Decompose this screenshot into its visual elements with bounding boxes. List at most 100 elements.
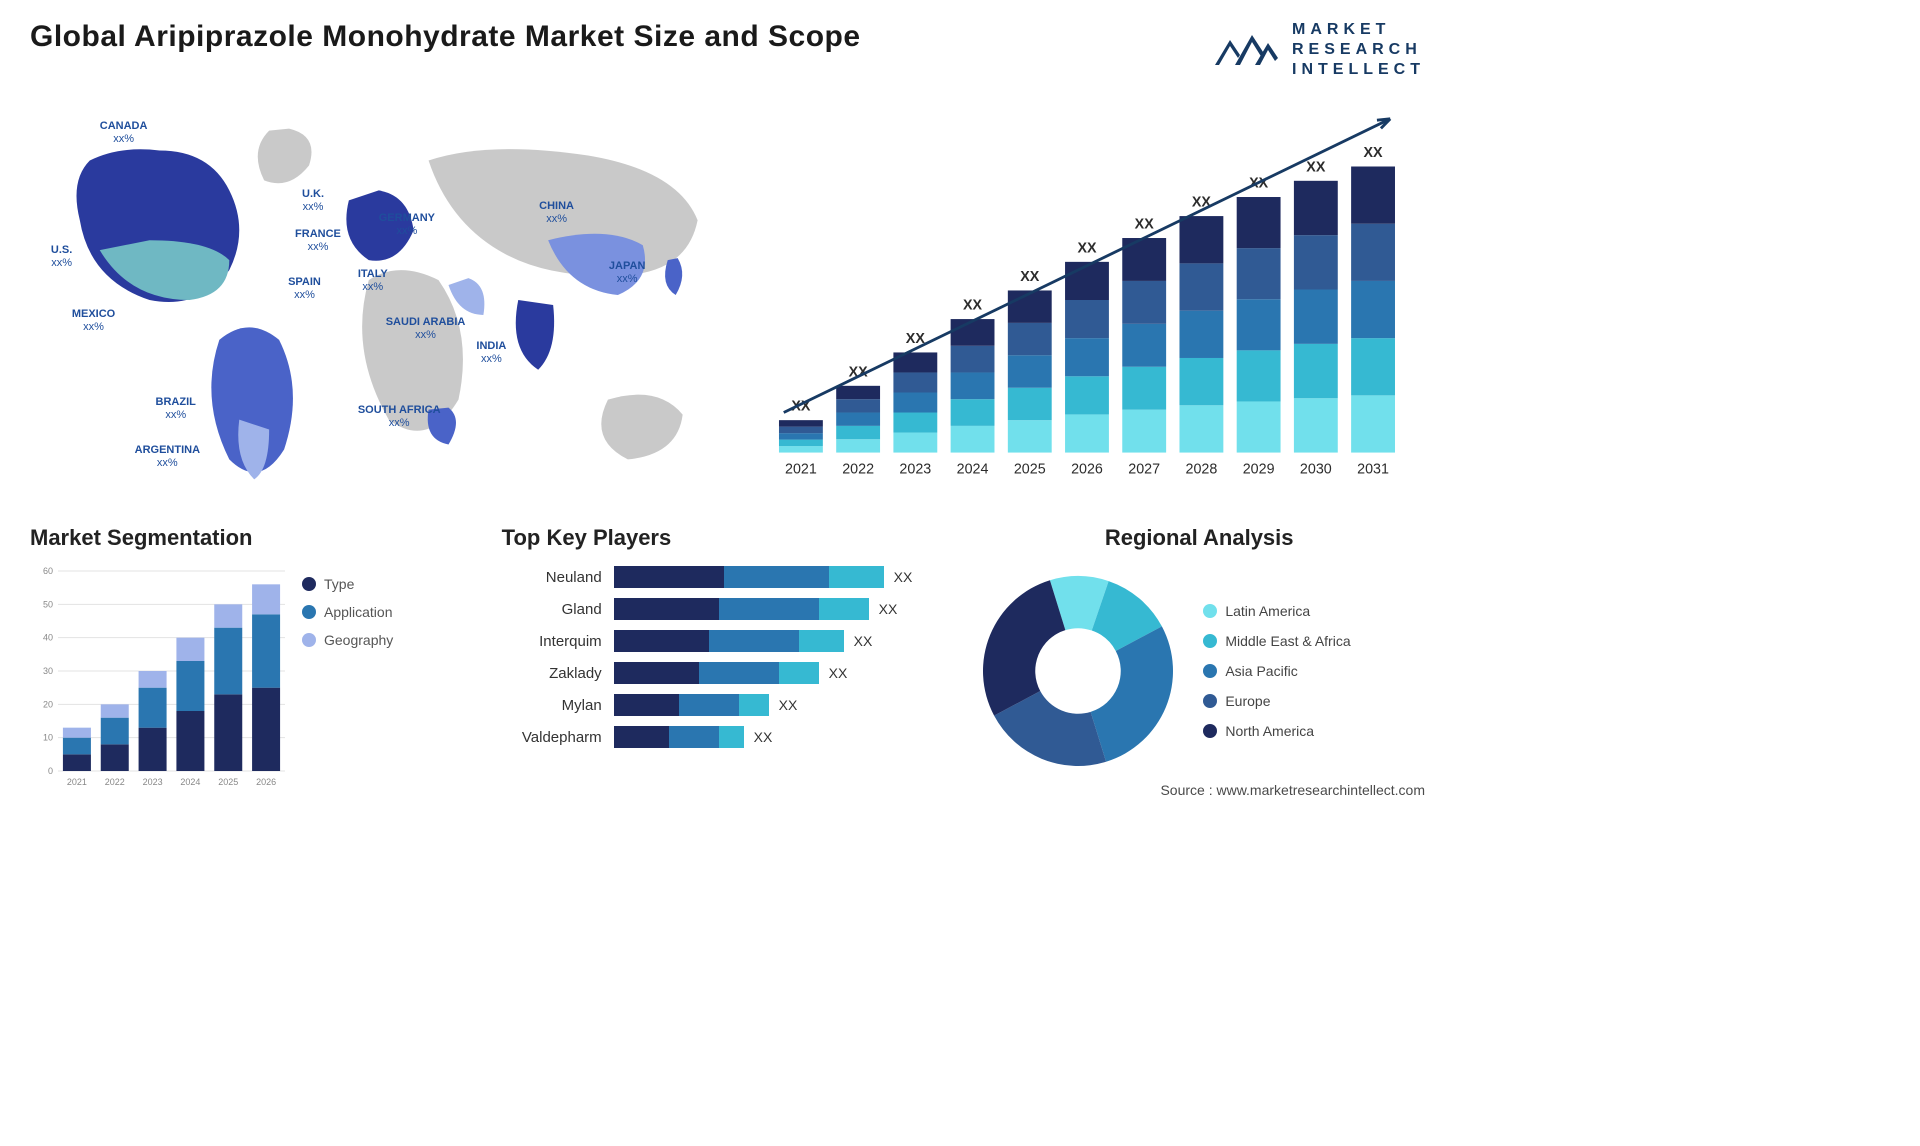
source-attribution: Source : www.marketresearchintellect.com bbox=[1160, 782, 1425, 798]
segmentation-panel: Market Segmentation 0 10 20 30 40 50 60 2021 202… bbox=[30, 525, 482, 805]
map-label-saudi-arabia: SAUDI ARABIAxx% bbox=[386, 316, 466, 342]
map-label-canada: CANADAxx% bbox=[100, 120, 148, 146]
svg-text:XX: XX bbox=[1134, 216, 1154, 232]
svg-text:2024: 2024 bbox=[956, 462, 988, 478]
player-bar bbox=[614, 566, 884, 588]
player-value: XX bbox=[854, 633, 873, 649]
player-row-neuland: Neuland XX bbox=[502, 566, 954, 588]
map-label-brazil: BRAZILxx% bbox=[156, 396, 196, 422]
svg-text:30: 30 bbox=[43, 666, 53, 676]
map-label-south-africa: SOUTH AFRICAxx% bbox=[358, 404, 441, 430]
player-value: XX bbox=[779, 697, 798, 713]
svg-text:2021: 2021 bbox=[785, 462, 817, 478]
player-name: Mylan bbox=[502, 697, 602, 714]
player-name: Interquim bbox=[502, 633, 602, 650]
player-bar bbox=[614, 694, 769, 716]
map-label-mexico: MEXICOxx% bbox=[72, 308, 115, 334]
svg-text:2022: 2022 bbox=[105, 777, 125, 787]
svg-text:2023: 2023 bbox=[143, 777, 163, 787]
seg-legend-application: Application bbox=[302, 604, 393, 620]
svg-text:2021: 2021 bbox=[67, 777, 87, 787]
map-label-italy: ITALYxx% bbox=[358, 268, 388, 294]
svg-text:2025: 2025 bbox=[218, 777, 238, 787]
players-title: Top Key Players bbox=[502, 525, 954, 551]
player-bar bbox=[614, 630, 844, 652]
map-label-u.k.: U.K.xx% bbox=[302, 188, 324, 214]
region-legend-north-america: North America bbox=[1203, 723, 1350, 739]
region-legend-europe: Europe bbox=[1203, 693, 1350, 709]
region-legend-latin-america: Latin America bbox=[1203, 603, 1350, 619]
logo-mark-icon bbox=[1210, 25, 1280, 75]
player-value: XX bbox=[879, 601, 898, 617]
region-legend-middle-east-africa: Middle East & Africa bbox=[1203, 633, 1350, 649]
logo-text-3: INTELLECT bbox=[1292, 60, 1425, 80]
seg-legend-geography: Geography bbox=[302, 632, 393, 648]
logo-text-1: MARKET bbox=[1292, 20, 1425, 40]
svg-text:2029: 2029 bbox=[1242, 462, 1274, 478]
segmentation-chart-svg: 0 10 20 30 40 50 60 2021 2022 2023 2024 2025 2026 bbox=[30, 566, 290, 796]
header: Global Aripiprazole Monohydrate Market S… bbox=[30, 20, 1425, 80]
svg-text:2031: 2031 bbox=[1357, 462, 1389, 478]
map-label-argentina: ARGENTINAxx% bbox=[135, 444, 200, 470]
player-name: Neuland bbox=[502, 569, 602, 586]
logo: MARKET RESEARCH INTELLECT bbox=[1210, 20, 1425, 80]
player-bar bbox=[614, 726, 744, 748]
svg-text:2026: 2026 bbox=[1071, 462, 1103, 478]
player-name: Valdepharm bbox=[502, 729, 602, 746]
svg-text:2030: 2030 bbox=[1299, 462, 1331, 478]
seg-legend-type: Type bbox=[302, 576, 393, 592]
player-row-gland: Gland XX bbox=[502, 598, 954, 620]
svg-text:XX: XX bbox=[1363, 145, 1383, 161]
svg-text:2028: 2028 bbox=[1185, 462, 1217, 478]
player-value: XX bbox=[894, 569, 913, 585]
player-value: XX bbox=[754, 729, 773, 745]
svg-text:2023: 2023 bbox=[899, 462, 931, 478]
map-label-india: INDIAxx% bbox=[476, 340, 506, 366]
players-list: NeulandXXGlandXXInterquimXXZakladyXXMyla… bbox=[502, 566, 954, 748]
regional-legend: Latin America Middle East & Africa Asia Pa… bbox=[1203, 603, 1350, 739]
segmentation-title: Market Segmentation bbox=[30, 525, 482, 551]
svg-text:XX: XX bbox=[1020, 269, 1040, 285]
region-legend-asia-pacific: Asia Pacific bbox=[1203, 663, 1350, 679]
map-label-france: FRANCExx% bbox=[295, 228, 341, 254]
map-label-u.s.: U.S.xx% bbox=[51, 244, 72, 270]
player-row-valdepharm: Valdepharm XX bbox=[502, 726, 954, 748]
player-bar bbox=[614, 598, 869, 620]
svg-text:10: 10 bbox=[43, 733, 53, 743]
player-bar bbox=[614, 662, 819, 684]
map-label-japan: JAPANxx% bbox=[609, 260, 645, 286]
map-label-germany: GERMANYxx% bbox=[379, 212, 435, 238]
svg-text:2026: 2026 bbox=[256, 777, 276, 787]
svg-text:0: 0 bbox=[48, 766, 53, 776]
svg-text:XX: XX bbox=[1306, 159, 1326, 175]
player-row-mylan: Mylan XX bbox=[502, 694, 954, 716]
player-row-interquim: Interquim XX bbox=[502, 630, 954, 652]
players-panel: Top Key Players NeulandXXGlandXXInterqui… bbox=[502, 525, 954, 805]
regional-donut-svg bbox=[973, 566, 1183, 776]
market-size-chart-svg: XX2021XX2022XX2023XX2024XX2025XX2026XX20… bbox=[758, 100, 1426, 500]
svg-text:40: 40 bbox=[43, 633, 53, 643]
regional-title: Regional Analysis bbox=[973, 525, 1425, 551]
page-title: Global Aripiprazole Monohydrate Market S… bbox=[30, 20, 861, 54]
map-label-spain: SPAINxx% bbox=[288, 276, 321, 302]
map-label-china: CHINAxx% bbox=[539, 200, 574, 226]
player-value: XX bbox=[829, 665, 848, 681]
svg-text:2022: 2022 bbox=[842, 462, 874, 478]
svg-text:60: 60 bbox=[43, 566, 53, 576]
svg-text:20: 20 bbox=[43, 699, 53, 709]
market-size-chart: XX2021XX2022XX2023XX2024XX2025XX2026XX20… bbox=[758, 100, 1426, 500]
world-map: CANADAxx% U.S.xx% MEXICOxx% BRAZILxx% ARGENT… bbox=[30, 100, 728, 500]
world-map-svg bbox=[30, 100, 728, 500]
svg-text:2024: 2024 bbox=[180, 777, 200, 787]
logo-text-2: RESEARCH bbox=[1292, 40, 1425, 60]
svg-text:2027: 2027 bbox=[1128, 462, 1160, 478]
svg-text:XX: XX bbox=[1077, 240, 1097, 256]
player-row-zaklady: Zaklady XX bbox=[502, 662, 954, 684]
player-name: Zaklady bbox=[502, 665, 602, 682]
svg-text:XX: XX bbox=[963, 298, 983, 314]
regional-panel: Regional Analysis Latin America Middle Ea… bbox=[973, 525, 1425, 805]
svg-text:50: 50 bbox=[43, 599, 53, 609]
segmentation-legend: Type Application Geography bbox=[302, 576, 393, 796]
svg-text:2025: 2025 bbox=[1013, 462, 1045, 478]
player-name: Gland bbox=[502, 601, 602, 618]
